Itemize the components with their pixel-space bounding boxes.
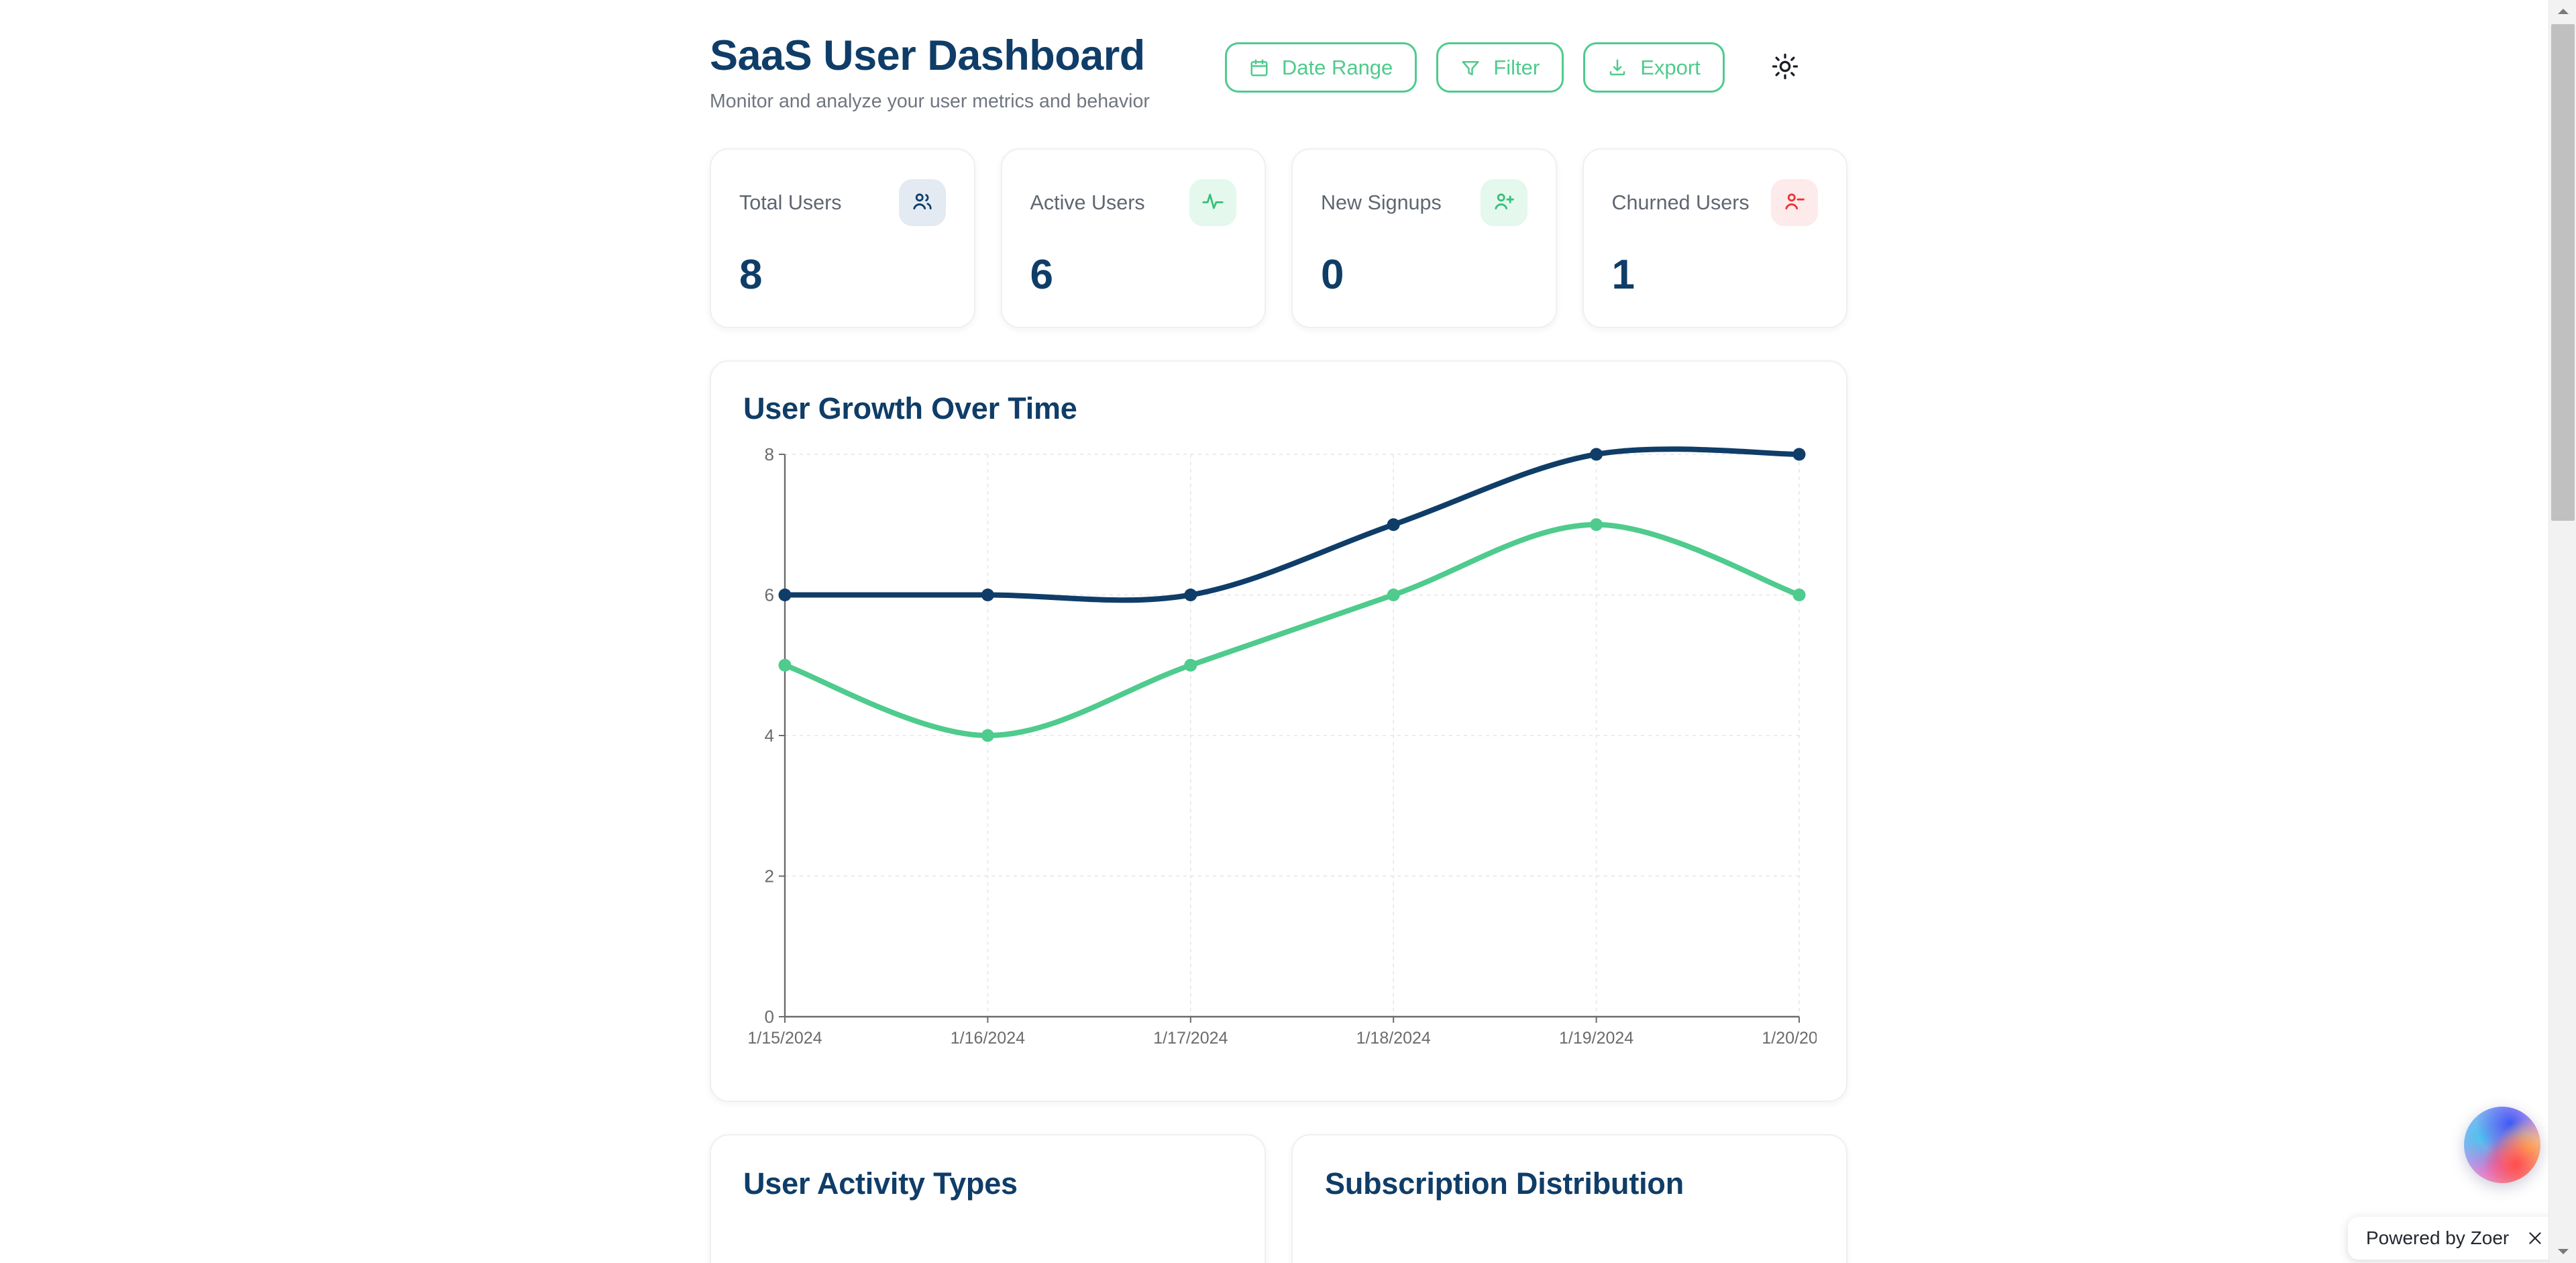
scroll-up-arrow-icon[interactable]	[2549, 0, 2576, 23]
stat-card-header: New Signups	[1321, 179, 1527, 227]
bottom-cards-row: User Activity Types Subscription Distrib…	[710, 1134, 1847, 1263]
filter-icon	[1460, 58, 1481, 78]
stat-label: New Signups	[1321, 191, 1442, 214]
chart-plot-area: 0 2 4 6 8 1/15/2024 1/16/2024 1/17/2024 1/18/202…	[743, 440, 1817, 1064]
stat-card-header: Churned Users	[1611, 179, 1818, 227]
svg-text:1/19/2024: 1/19/2024	[1559, 1029, 1633, 1048]
user-growth-chart-card: User Growth Over Time 0 2 4 6 8 1/15/2024 1/16…	[710, 360, 1847, 1103]
date-range-button[interactable]: Date Range	[1224, 42, 1417, 93]
stat-icon-badge	[898, 179, 946, 227]
stat-icon-badge	[1189, 179, 1236, 227]
calendar-icon	[1249, 58, 1269, 78]
stat-value: 1	[1611, 252, 1635, 299]
scroll-down-arrow-icon[interactable]	[2549, 1240, 2576, 1263]
page-scrollbar[interactable]	[2548, 0, 2576, 1263]
subscription-distribution-card: Subscription Distribution	[1291, 1134, 1847, 1263]
page-title: SaaS User Dashboard	[710, 32, 1145, 79]
svg-text:1/15/2024: 1/15/2024	[747, 1029, 822, 1048]
page-subtitle: Monitor and analyze your user metrics an…	[710, 91, 1150, 113]
card-title: Subscription Distribution	[1325, 1166, 1684, 1201]
users-icon	[911, 190, 934, 216]
stat-card-churned-users: Churned Users 1	[1582, 148, 1847, 329]
user-plus-icon	[1493, 190, 1515, 216]
svg-text:0: 0	[765, 1007, 774, 1027]
theme-toggle-button[interactable]	[1762, 44, 1809, 91]
svg-text:1/18/2024: 1/18/2024	[1356, 1029, 1431, 1048]
svg-text:6: 6	[765, 585, 774, 605]
svg-text:1/20/2024: 1/20/2024	[1762, 1029, 1817, 1048]
download-icon	[1607, 58, 1627, 78]
stat-icon-badge	[1771, 179, 1818, 227]
powered-by-label: Powered by Zoer	[2366, 1227, 2510, 1248]
stat-value: 0	[1321, 252, 1344, 299]
svg-text:2: 2	[765, 866, 774, 887]
stat-value: 6	[1030, 252, 1053, 299]
page-content: SaaS User Dashboard Monitor and analyze …	[710, 0, 1847, 1263]
filter-label: Filter	[1493, 55, 1540, 79]
close-icon[interactable]	[2524, 1227, 2546, 1250]
user-growth-line-chart[interactable]: 0 2 4 6 8 1/15/2024 1/16/2024 1/17/2024 1/18/202…	[743, 440, 1817, 1064]
sun-icon	[1772, 53, 1799, 82]
stat-icon-badge	[1480, 179, 1527, 227]
stat-label: Active Users	[1030, 191, 1145, 214]
export-label: Export	[1640, 55, 1701, 79]
stat-cards-row: Total Users 8	[710, 148, 1847, 329]
stat-card-new-signups: New Signups 0	[1291, 148, 1557, 329]
stat-value: 8	[739, 252, 763, 299]
header-actions: Date Range Filter	[1224, 27, 1809, 93]
assistant-orb-icon[interactable]	[2464, 1107, 2540, 1183]
stat-card-header: Total Users	[739, 179, 946, 227]
user-minus-icon	[1783, 190, 1806, 216]
svg-text:1/17/2024: 1/17/2024	[1153, 1029, 1228, 1048]
filter-button[interactable]: Filter	[1436, 42, 1564, 93]
stat-card-header: Active Users	[1030, 179, 1236, 227]
user-activity-types-card: User Activity Types	[710, 1134, 1266, 1263]
stat-card-active-users: Active Users 6	[1000, 148, 1266, 329]
powered-by-badge: Powered by Zoer	[2348, 1217, 2565, 1260]
title-block: SaaS User Dashboard Monitor and analyze …	[710, 27, 1150, 113]
card-title: User Activity Types	[743, 1166, 1018, 1201]
chart-title: User Growth Over Time	[743, 391, 1077, 426]
page-header: SaaS User Dashboard Monitor and analyze …	[710, 27, 1847, 113]
svg-text:1/16/2024: 1/16/2024	[951, 1029, 1025, 1048]
stat-label: Churned Users	[1611, 191, 1750, 214]
date-range-label: Date Range	[1281, 55, 1393, 79]
export-button[interactable]: Export	[1583, 42, 1725, 93]
activity-icon	[1201, 190, 1224, 216]
stat-card-total-users: Total Users 8	[710, 148, 975, 329]
svg-text:4: 4	[765, 725, 774, 746]
scrollbar-thumb[interactable]	[2551, 24, 2575, 521]
stat-label: Total Users	[739, 191, 842, 214]
svg-text:8: 8	[765, 444, 774, 464]
